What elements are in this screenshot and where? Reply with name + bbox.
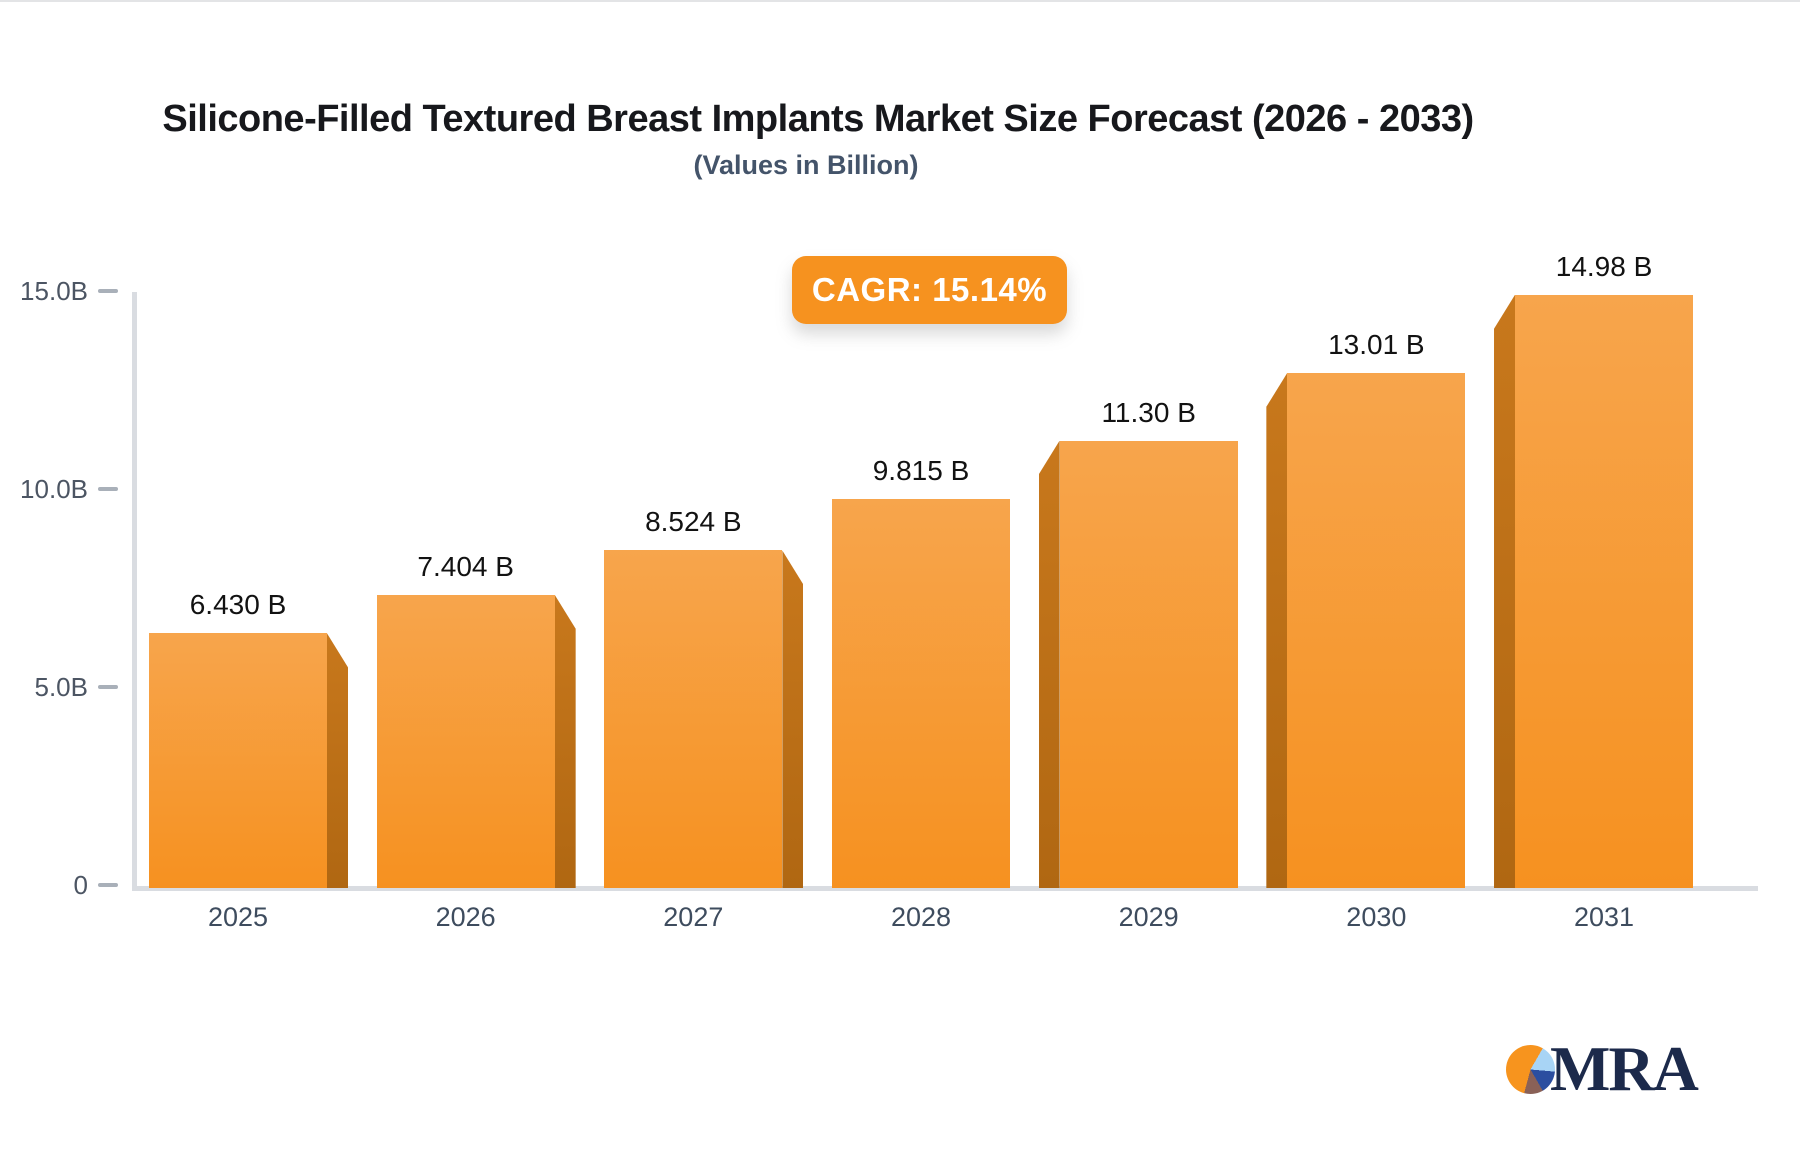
bar-side-3d <box>1494 294 1516 888</box>
y-tick-label: 10.0B <box>20 474 88 504</box>
brand-logo: MRA <box>1506 1036 1746 1106</box>
bar-value-label: 9.815 B <box>872 455 970 487</box>
pie-chart-icon <box>1506 1045 1555 1094</box>
x-tick-label-2026: 2026 <box>435 902 496 932</box>
chart-title: Silicone-Filled Textured Breast Implants… <box>162 98 1474 140</box>
y-tick-mark <box>98 883 118 887</box>
bar-2029[interactable] <box>1059 440 1238 888</box>
bar-value-label: 13.01 B <box>1328 328 1425 360</box>
x-tick-label-2030: 2030 <box>1346 902 1407 932</box>
bar-value-label: 14.98 B <box>1555 250 1653 282</box>
bar-side-3d <box>327 633 348 888</box>
bar-2028[interactable] <box>832 499 1010 888</box>
chart-subtitle: (Values in Billion) <box>693 150 919 180</box>
y-tick-label: 0 <box>73 870 88 900</box>
y-tick-label: 15.0B <box>20 276 88 306</box>
y-tick-mark <box>98 289 118 293</box>
bar-2025[interactable] <box>149 633 327 888</box>
y-tick-label: 5.0B <box>34 672 89 702</box>
bar-side-3d <box>554 594 576 888</box>
x-tick-label-2029: 2029 <box>1118 902 1179 932</box>
bar-value-label: 11.30 B <box>1101 396 1196 428</box>
x-tick-label-2031: 2031 <box>1573 902 1635 932</box>
y-tick-mark <box>98 685 118 689</box>
x-tick-label-2027: 2027 <box>663 902 724 932</box>
bar-side-3d <box>782 550 804 888</box>
bar-side-3d <box>1038 440 1060 888</box>
bar-2026[interactable] <box>376 594 555 888</box>
x-tick-label-2025: 2025 <box>207 902 269 932</box>
bar-2030[interactable] <box>1287 372 1466 888</box>
bar-value-label: 8.524 B <box>645 506 742 538</box>
logo-text: MRA <box>1550 1033 1699 1104</box>
bar-2027[interactable] <box>604 550 783 888</box>
bar-value-label: 6.430 B <box>189 589 287 621</box>
bar-side-3d <box>1266 372 1288 888</box>
bar-value-label: 7.404 B <box>417 550 514 582</box>
cagr-badge: CAGR: 15.14% <box>792 256 1067 324</box>
y-tick-mark <box>98 487 118 491</box>
x-axis-line <box>132 886 1758 891</box>
y-axis-line <box>132 292 137 888</box>
x-tick-label-2028: 2028 <box>890 902 952 932</box>
bar-2031[interactable] <box>1515 294 1694 888</box>
cagr-badge-label: CAGR: 15.14% <box>811 271 1048 308</box>
